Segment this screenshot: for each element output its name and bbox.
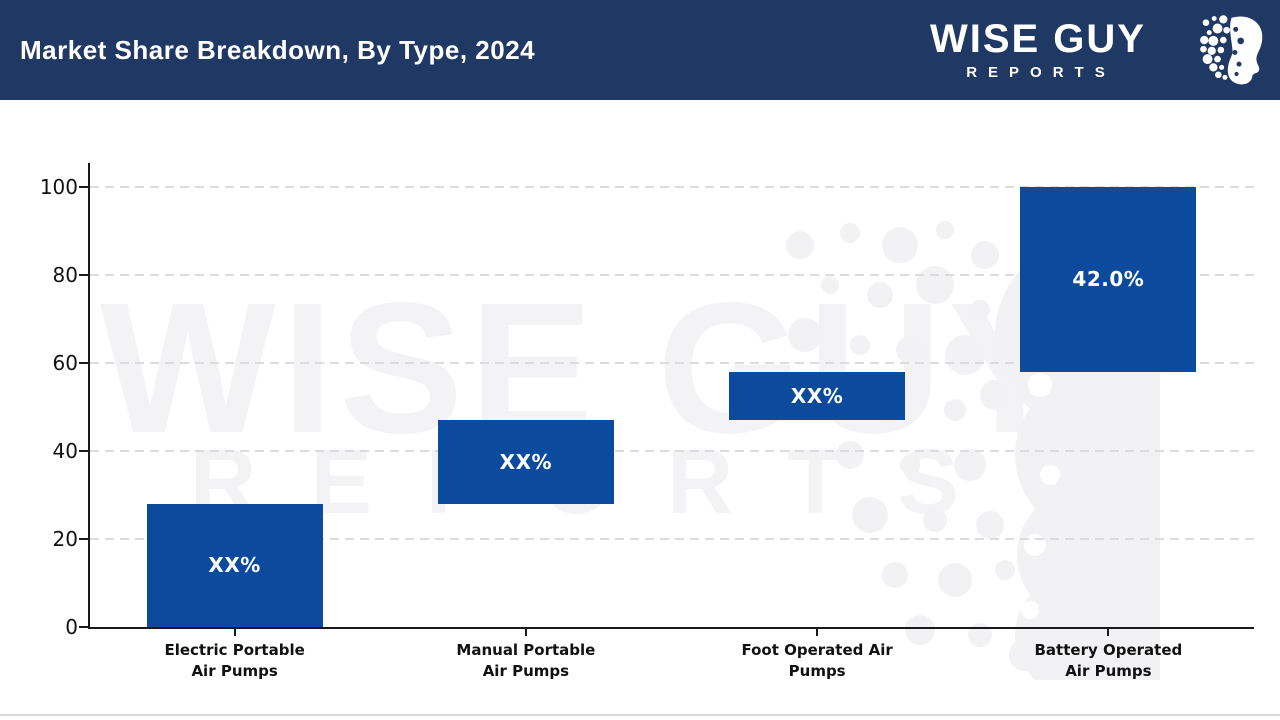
bar-battery-operated-air-pumps: 42.0% — [1020, 187, 1197, 372]
x-axis-label-electric: Electric Portable Air Pumps — [115, 640, 355, 682]
bar-value-label: XX% — [208, 553, 261, 578]
y-tick-label: 80 — [52, 263, 78, 287]
x-axis-label-line: Air Pumps — [482, 662, 570, 680]
bar-value-label: XX% — [790, 383, 844, 408]
y-tick-mark — [79, 538, 88, 540]
y-axis-line — [88, 163, 90, 629]
x-axis-label-line: Electric Portable — [164, 641, 305, 659]
x-axis-label-foot: Foot Operated Air Pumps — [697, 640, 937, 682]
y-tick-label: 40 — [52, 439, 78, 463]
x-axis-label-line: Battery Operated — [1034, 641, 1183, 659]
bar-manual-portable-air-pumps: XX% — [437, 420, 614, 504]
x-tick-mark — [816, 629, 819, 636]
brand-name: WISE GUY — [929, 17, 1146, 61]
x-axis-label-line: Foot Operated Air — [741, 641, 893, 659]
x-axis-label-line: Air Pumps — [1065, 662, 1152, 680]
gridline — [90, 538, 1254, 540]
x-tick-mark — [233, 629, 236, 636]
x-axis-label-line: Pumps — [788, 662, 846, 680]
y-tick-mark — [79, 362, 88, 364]
x-tick-mark — [524, 629, 527, 636]
brand-subtitle: REPORTS — [966, 64, 1116, 81]
brand-logo: WISE GUY REPORTS — [930, 6, 1268, 94]
gridline — [90, 186, 1254, 188]
bar-value-label: 42.0% — [1072, 267, 1145, 292]
y-tick-label: 0 — [65, 615, 78, 639]
x-axis-line — [88, 627, 1254, 629]
x-axis-label-line: Manual Portable — [456, 641, 596, 659]
x-axis-label-battery: Battery Operated Air Pumps — [988, 640, 1228, 682]
bar-foot-operated-air-pumps: XX% — [729, 371, 906, 421]
brand-face-icon — [1200, 15, 1263, 85]
header-bar: Market Share Breakdown, By Type, 2024 WI… — [0, 0, 1280, 100]
page-title: Market Share Breakdown, By Type, 2024 — [20, 34, 536, 65]
bar-value-label: XX% — [499, 449, 553, 474]
x-tick-mark — [1107, 629, 1110, 636]
gridline — [90, 362, 1254, 364]
y-tick-mark — [79, 450, 88, 452]
bottom-divider — [0, 714, 1280, 716]
x-axis-label-manual: Manual Portable Air Pumps — [406, 640, 646, 682]
y-tick-label: 60 — [52, 351, 78, 375]
y-tick-mark — [79, 186, 88, 188]
gridline — [90, 274, 1254, 276]
y-tick-mark — [79, 274, 88, 276]
gridline — [90, 450, 1254, 452]
x-axis-label-line: Air Pumps — [191, 662, 278, 680]
bar-electric-portable-air-pumps: XX% — [146, 503, 323, 627]
y-tick-label: 20 — [52, 527, 78, 551]
y-tick-mark — [79, 626, 88, 628]
y-tick-label: 100 — [39, 175, 78, 199]
